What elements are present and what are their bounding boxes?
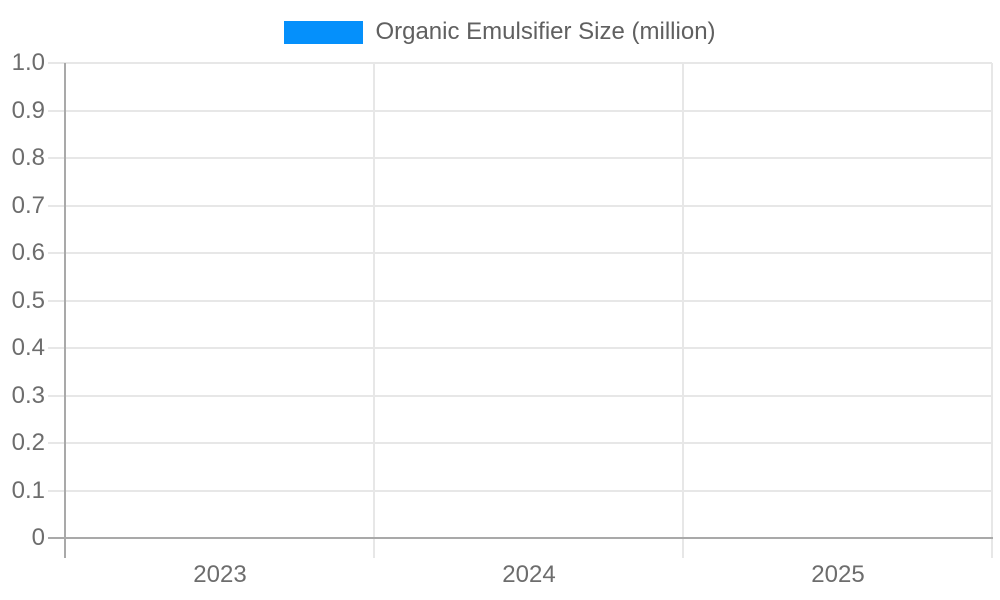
x-grid-line bbox=[373, 63, 375, 558]
y-tick-label: 0.7 bbox=[11, 192, 45, 219]
y-tick-mark bbox=[48, 300, 65, 302]
y-tick-label: 0.4 bbox=[11, 334, 45, 361]
y-tick-label: 0.1 bbox=[11, 477, 45, 504]
y-tick-label: 0.9 bbox=[11, 97, 45, 124]
y-axis-border bbox=[64, 63, 66, 558]
y-tick-label: 0.3 bbox=[11, 382, 45, 409]
y-grid-line bbox=[65, 442, 992, 444]
y-tick-label: 0.5 bbox=[11, 287, 45, 314]
y-tick-mark bbox=[48, 442, 65, 444]
legend-label: Organic Emulsifier Size (million) bbox=[375, 18, 716, 45]
y-grid-line bbox=[65, 205, 992, 207]
y-tick-mark bbox=[48, 490, 65, 492]
y-tick-label: 1.0 bbox=[11, 49, 45, 76]
y-grid-line bbox=[65, 490, 992, 492]
x-grid-line bbox=[991, 63, 993, 558]
x-tick-label: 2025 bbox=[811, 561, 865, 588]
y-grid-line bbox=[65, 300, 992, 302]
y-tick-mark bbox=[48, 395, 65, 397]
x-tick-label: 2024 bbox=[502, 561, 556, 588]
y-grid-line bbox=[65, 252, 992, 254]
y-grid-line bbox=[65, 395, 992, 397]
y-tick-mark bbox=[48, 62, 65, 64]
legend-swatch bbox=[284, 20, 364, 44]
y-tick-label: 0.8 bbox=[11, 144, 45, 171]
y-tick-label: 0 bbox=[31, 524, 45, 551]
y-grid-line bbox=[65, 62, 992, 64]
y-grid-line bbox=[65, 347, 992, 349]
y-tick-mark bbox=[48, 205, 65, 207]
y-tick-mark bbox=[48, 347, 65, 349]
x-grid-line bbox=[682, 63, 684, 558]
y-tick-label: 0.2 bbox=[11, 429, 45, 456]
x-tick-label: 2023 bbox=[193, 561, 247, 588]
x-axis-border bbox=[48, 537, 993, 539]
y-grid-line bbox=[65, 110, 992, 112]
y-tick-mark bbox=[48, 110, 65, 112]
y-tick-mark bbox=[48, 157, 65, 159]
y-tick-mark bbox=[48, 252, 65, 254]
y-grid-line bbox=[65, 157, 992, 159]
legend[interactable]: Organic Emulsifier Size (million) bbox=[0, 17, 1000, 47]
y-tick-label: 0.6 bbox=[11, 239, 45, 266]
